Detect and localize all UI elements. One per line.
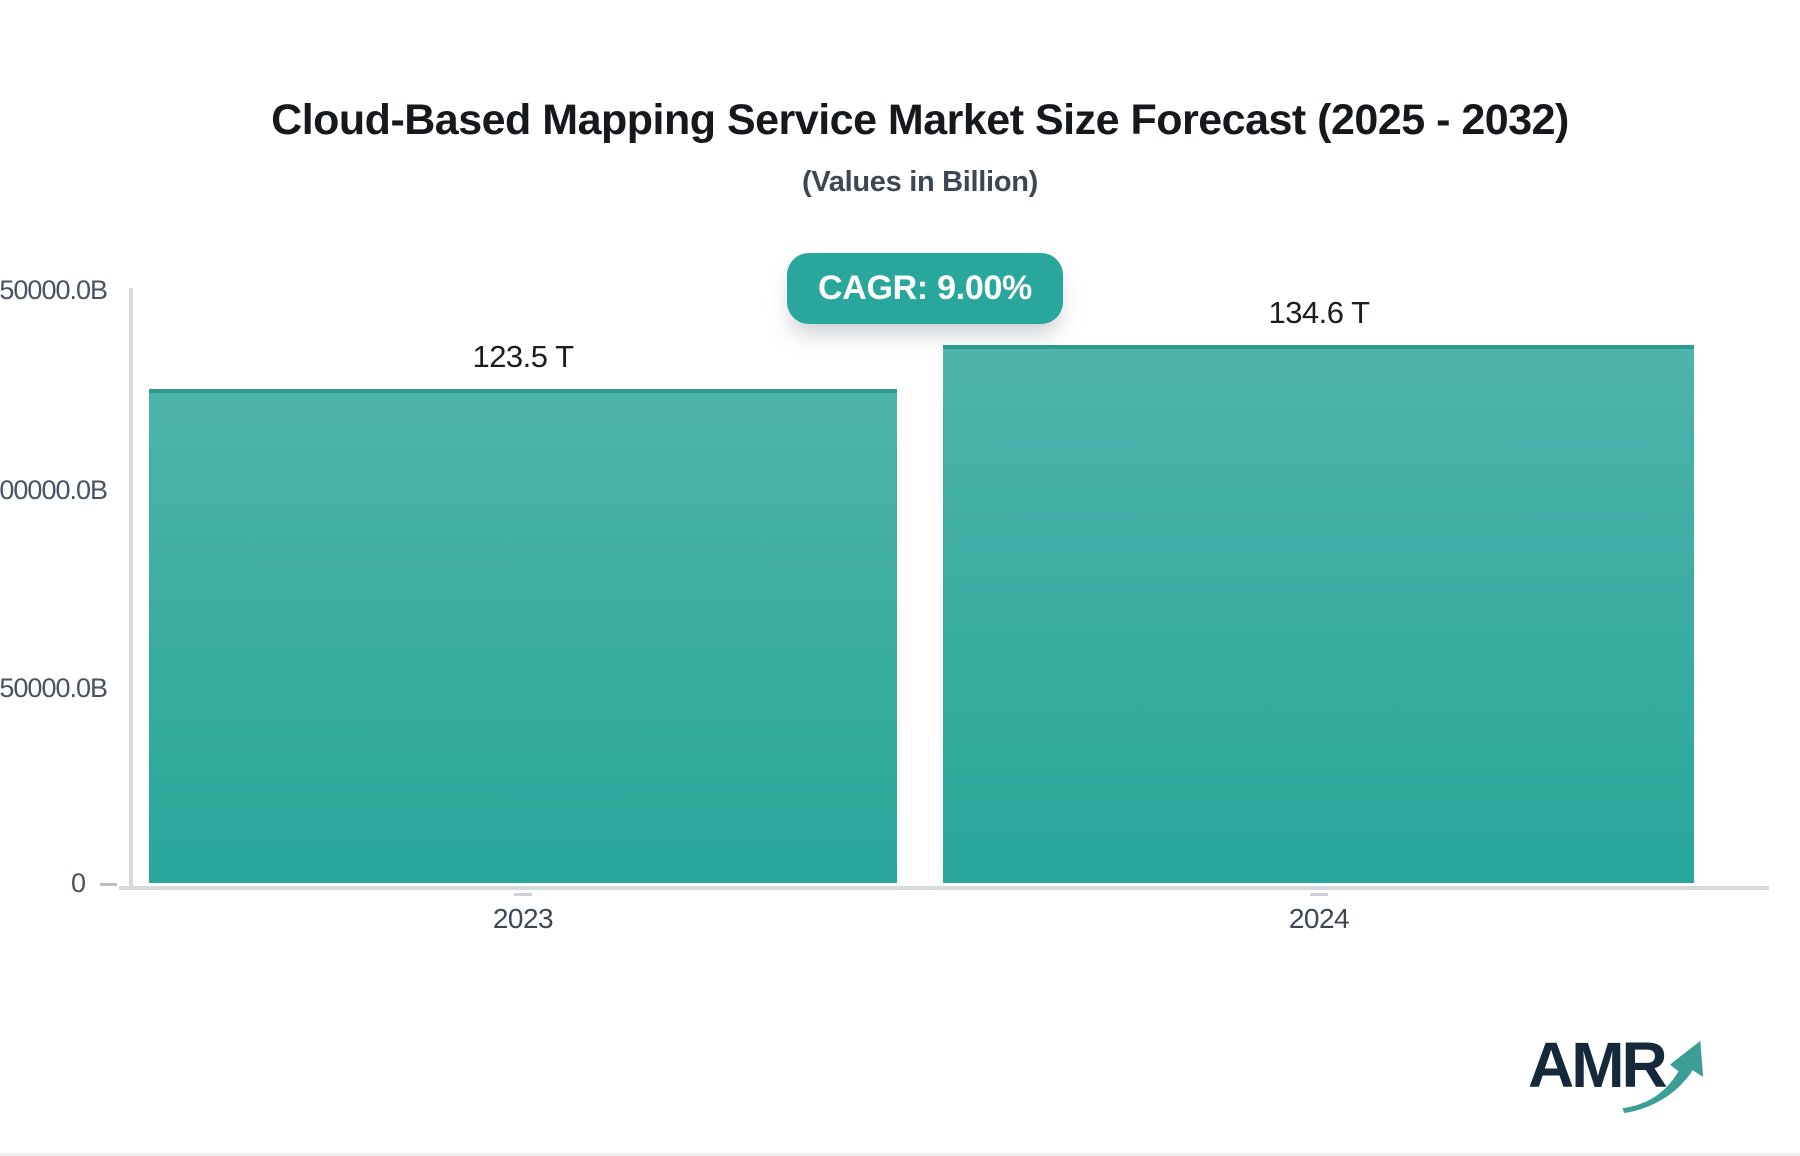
chart-subtitle: (Values in Billion) bbox=[802, 166, 1038, 198]
y-axis-zero-tick-mark bbox=[100, 883, 117, 886]
bar-2023 bbox=[149, 389, 897, 883]
x-axis-tick-mark bbox=[514, 893, 532, 896]
bar-value-label: 123.5 T bbox=[472, 339, 574, 374]
chart-title: Cloud-Based Mapping Service Market Size … bbox=[271, 96, 1569, 144]
bar-2024 bbox=[943, 345, 1694, 883]
y-axis-tick-label: 50000.0B bbox=[0, 673, 108, 703]
amr-logo: AMR bbox=[1528, 1028, 1718, 1118]
y-axis-tick-label: 150000.0B bbox=[0, 275, 108, 305]
x-axis-category-label: 2024 bbox=[1288, 903, 1350, 934]
x-axis-line bbox=[119, 886, 1769, 890]
y-axis-tick-label: 100000.0B bbox=[0, 475, 108, 505]
amr-logo-text: AMR bbox=[1528, 1029, 1668, 1101]
bar-value-label: 134.6 T bbox=[1268, 295, 1370, 330]
cagr-badge: CAGR: 9.00% bbox=[787, 253, 1063, 324]
growth-arrow-icon bbox=[1622, 1040, 1704, 1114]
x-axis-tick-mark bbox=[1310, 893, 1328, 896]
x-axis-category-label: 2023 bbox=[492, 903, 554, 934]
y-axis-tick-label: 0 bbox=[70, 868, 86, 898]
y-axis-line bbox=[129, 288, 133, 890]
